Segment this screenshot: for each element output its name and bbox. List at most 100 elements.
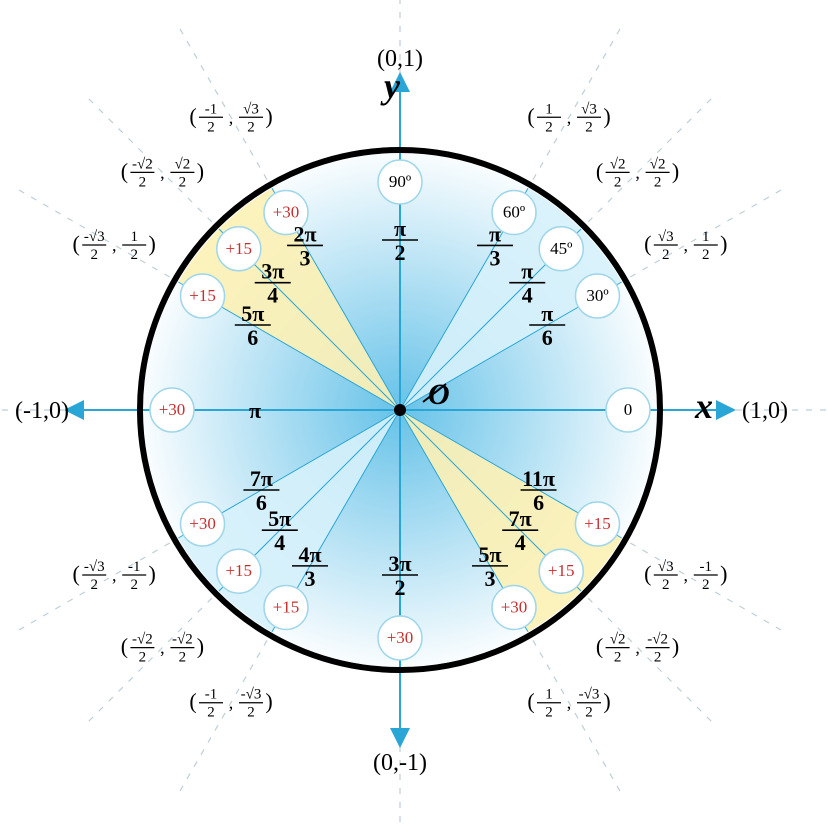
- delta-badge-text: +30: [501, 597, 528, 616]
- svg-text:): ): [603, 689, 610, 714]
- svg-text:1: 1: [545, 687, 553, 703]
- svg-text:2: 2: [614, 650, 622, 666]
- svg-text:(: (: [121, 158, 128, 183]
- svg-text:2: 2: [545, 119, 553, 135]
- svg-text:π: π: [521, 259, 533, 284]
- svg-text:2: 2: [139, 650, 147, 666]
- degree-badge-text: 90º: [389, 172, 411, 191]
- delta-badge-text: +15: [189, 286, 216, 305]
- coord-fraction: (√32,-12): [644, 559, 727, 593]
- svg-text:(: (: [189, 689, 196, 714]
- svg-text:4: 4: [522, 283, 533, 308]
- coord-fraction: (1 2, -√3 2): [527, 687, 610, 721]
- svg-text:2: 2: [614, 174, 622, 190]
- svg-text:√2: √2: [650, 156, 666, 172]
- svg-text:2: 2: [702, 577, 710, 593]
- svg-text:5π: 5π: [241, 301, 264, 326]
- svg-text:2: 2: [179, 174, 187, 190]
- svg-text:,: ,: [229, 107, 234, 127]
- svg-text:√3: √3: [243, 101, 259, 117]
- svg-text:(: (: [527, 689, 534, 714]
- svg-text:(: (: [596, 634, 603, 659]
- svg-text:2: 2: [139, 174, 147, 190]
- svg-text:): ): [197, 158, 204, 183]
- svg-text:(: (: [527, 103, 534, 128]
- degree-badge-text: 45º: [550, 239, 572, 258]
- coord-label: (-1,0): [15, 398, 69, 424]
- svg-text:-√2: -√2: [172, 632, 193, 648]
- svg-text:2: 2: [130, 247, 138, 263]
- svg-text:2: 2: [207, 705, 215, 721]
- delta-badge-text: +15: [584, 514, 611, 533]
- svg-text:-√3: -√3: [84, 559, 105, 575]
- svg-text:4: 4: [267, 283, 278, 308]
- svg-text:2: 2: [662, 577, 670, 593]
- svg-text:-1: -1: [700, 559, 713, 575]
- svg-text:,: ,: [684, 565, 689, 585]
- svg-text:3: 3: [305, 566, 316, 591]
- svg-text:,: ,: [635, 638, 640, 658]
- coord-fraction: (√32,12): [644, 229, 727, 263]
- svg-text:2: 2: [395, 240, 406, 265]
- svg-text:-√2: -√2: [132, 632, 153, 648]
- svg-text:2: 2: [545, 705, 553, 721]
- svg-text:2: 2: [90, 577, 98, 593]
- svg-text:2: 2: [130, 577, 138, 593]
- svg-text:2: 2: [702, 247, 710, 263]
- svg-text:6: 6: [256, 490, 267, 515]
- svg-text:7π: 7π: [509, 506, 532, 531]
- svg-text:(: (: [189, 103, 196, 128]
- x-axis-label: x: [694, 386, 713, 426]
- svg-text:√2: √2: [610, 156, 626, 172]
- coord-label: (0,1): [377, 46, 423, 72]
- delta-badge-text: +15: [225, 561, 252, 580]
- svg-text:-1: -1: [205, 101, 218, 117]
- svg-text:(: (: [596, 158, 603, 183]
- svg-text:√3: √3: [658, 559, 674, 575]
- svg-text:π: π: [249, 398, 261, 423]
- coord-fraction: (12,√32): [527, 101, 610, 135]
- svg-text:4: 4: [274, 530, 285, 555]
- svg-text:3: 3: [300, 245, 311, 270]
- svg-text:2: 2: [585, 705, 593, 721]
- svg-text:π: π: [541, 301, 553, 326]
- svg-text:): ): [672, 158, 679, 183]
- svg-text:√3: √3: [581, 101, 597, 117]
- svg-text:2: 2: [654, 174, 662, 190]
- svg-text:-1: -1: [128, 559, 140, 575]
- delta-badge-text: +30: [189, 514, 216, 533]
- svg-text:,: ,: [684, 235, 689, 255]
- svg-text:-√3: -√3: [241, 687, 262, 703]
- svg-text:): ): [265, 103, 272, 128]
- svg-text:π: π: [489, 221, 501, 246]
- svg-text:3π: 3π: [388, 551, 411, 576]
- svg-text:1: 1: [702, 229, 710, 245]
- svg-text:2π: 2π: [293, 221, 316, 246]
- svg-text:2: 2: [395, 575, 406, 600]
- svg-text:): ): [149, 231, 156, 256]
- svg-text:1: 1: [130, 229, 138, 245]
- svg-text:): ): [149, 561, 156, 586]
- svg-text:,: ,: [160, 162, 165, 182]
- svg-text:2: 2: [207, 119, 215, 135]
- svg-text:): ): [197, 634, 204, 659]
- svg-text:(: (: [73, 231, 80, 256]
- unit-circle-diagram: Oxy030º45º60º90º+30+15+15+30+30+15+15+30…: [0, 0, 828, 828]
- svg-text:5π: 5π: [268, 506, 291, 531]
- svg-text:6: 6: [533, 490, 544, 515]
- svg-text:): ): [720, 231, 727, 256]
- svg-text:π: π: [394, 216, 406, 241]
- svg-text:2: 2: [247, 705, 255, 721]
- origin-dot: [394, 404, 406, 416]
- coord-fraction: (√22,√22): [596, 156, 679, 190]
- coord-fraction: (-√22,-√22): [121, 632, 204, 666]
- svg-text:-√2: -√2: [647, 632, 668, 648]
- svg-text:,: ,: [567, 693, 572, 713]
- svg-text:,: ,: [229, 693, 234, 713]
- svg-text:): ): [720, 561, 727, 586]
- svg-text:): ): [672, 634, 679, 659]
- svg-text:1: 1: [545, 101, 553, 117]
- svg-text:): ): [265, 689, 272, 714]
- svg-text:-√3: -√3: [579, 687, 600, 703]
- degree-badge-text: 30º: [586, 286, 608, 305]
